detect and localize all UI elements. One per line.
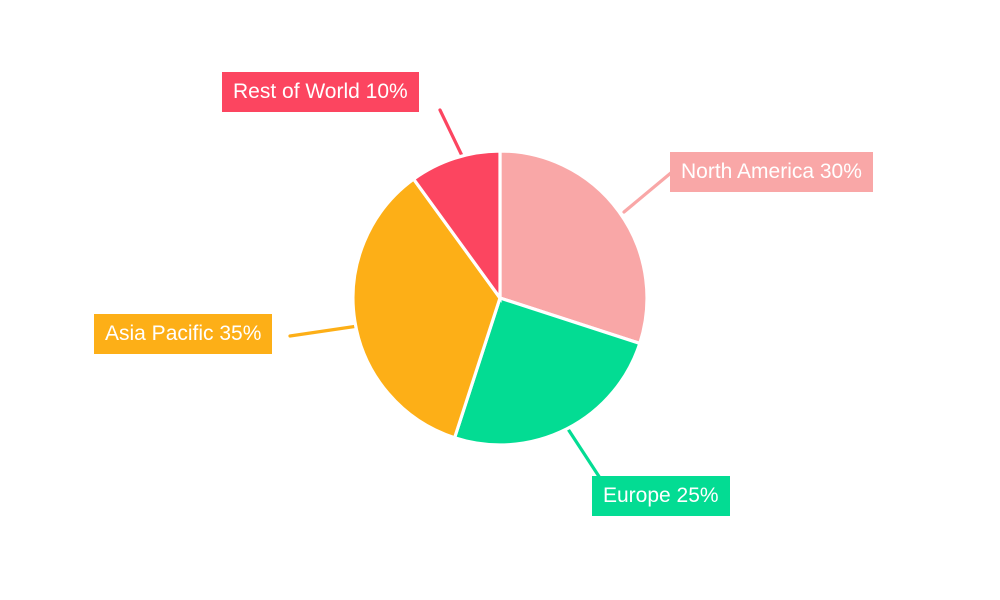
pie-label-asia-pacific-text: Asia Pacific 35% bbox=[105, 322, 262, 345]
leader-line-europe bbox=[564, 424, 602, 480]
pie-label-rest-of-world-text: Rest of World 10% bbox=[233, 80, 408, 103]
pie-wedges bbox=[351, 149, 649, 447]
pie-label-north-america-text: North America 30% bbox=[681, 160, 862, 183]
pie-slice-rest-of-world[interactable] bbox=[411, 149, 502, 303]
pie-slice-north-america[interactable] bbox=[498, 149, 649, 346]
pie-label-europe[interactable]: Europe 25% bbox=[592, 476, 730, 516]
pie-label-asia-pacific[interactable]: Asia Pacific 35% bbox=[94, 314, 273, 354]
pie-slice-asia-pacific[interactable] bbox=[351, 176, 502, 440]
pie-slice-europe[interactable] bbox=[452, 295, 642, 447]
leader-line-north-america bbox=[622, 170, 674, 214]
pie-label-north-america[interactable]: North America 30% bbox=[670, 152, 873, 192]
pie-label-europe-text: Europe 25% bbox=[603, 484, 719, 507]
leader-line-asia-pacific bbox=[288, 324, 360, 338]
pie-label-rest-of-world[interactable]: Rest of World 10% bbox=[222, 72, 419, 112]
